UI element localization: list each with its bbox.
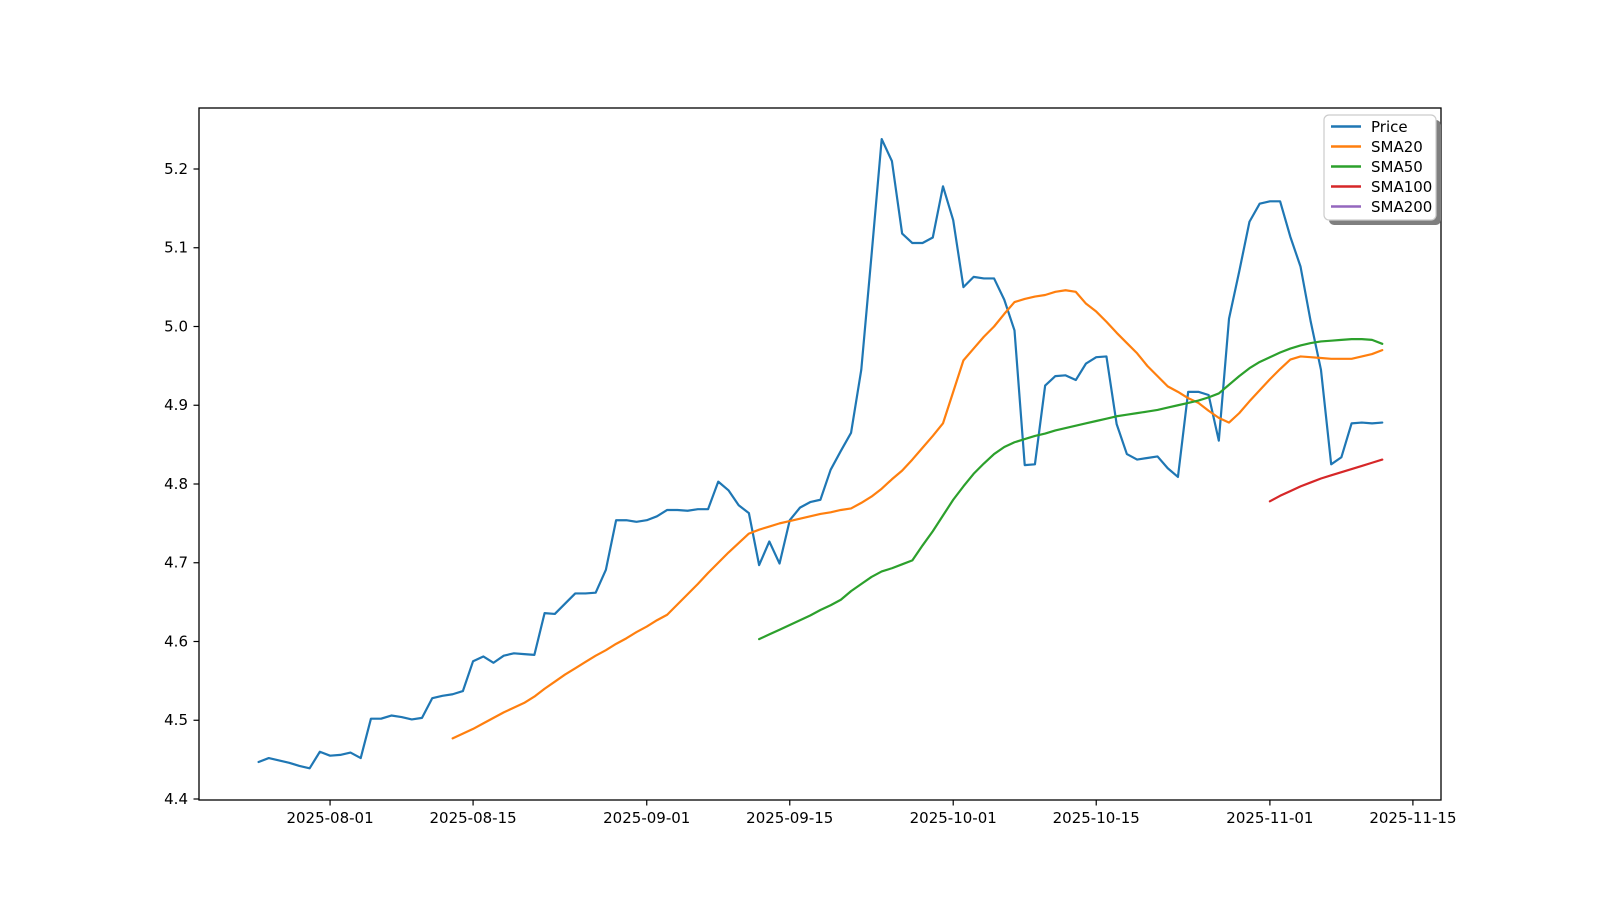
y-tick-label: 4.9 bbox=[164, 396, 188, 414]
y-tick-label: 5.1 bbox=[164, 239, 188, 257]
sma20-line bbox=[451, 289, 1384, 740]
sma100-line bbox=[1268, 458, 1384, 503]
x-tick-label: 2025-08-01 bbox=[286, 809, 373, 827]
y-tick-label: 4.6 bbox=[164, 632, 188, 650]
legend-label-price: Price bbox=[1371, 118, 1408, 136]
x-tick-label: 2025-11-01 bbox=[1226, 809, 1313, 827]
x-tick-label: 2025-09-15 bbox=[746, 809, 833, 827]
x-tick-label: 2025-10-15 bbox=[1053, 809, 1140, 827]
plot-border bbox=[198, 107, 1442, 801]
y-tick-label: 5.0 bbox=[164, 317, 188, 335]
y-tick-label: 4.4 bbox=[164, 790, 188, 808]
x-tick-label: 2025-09-01 bbox=[603, 809, 690, 827]
y-tick-label: 5.2 bbox=[164, 160, 188, 178]
legend-label-sma50: SMA50 bbox=[1371, 158, 1423, 176]
x-tick-label: 2025-08-15 bbox=[429, 809, 516, 827]
price-line bbox=[257, 137, 1384, 770]
x-tick-label: 2025-11-15 bbox=[1369, 809, 1456, 827]
y-tick-label: 4.8 bbox=[164, 475, 188, 493]
legend-label-sma20: SMA20 bbox=[1371, 138, 1423, 156]
y-tick-label: 4.5 bbox=[164, 711, 188, 729]
legend-label-sma100: SMA100 bbox=[1371, 178, 1432, 196]
legend-box bbox=[1323, 114, 1437, 221]
sma50-line bbox=[758, 338, 1384, 641]
x-tick-label: 2025-10-01 bbox=[910, 809, 997, 827]
y-tick-label: 4.7 bbox=[164, 554, 188, 572]
legend-label-sma200: SMA200 bbox=[1371, 198, 1432, 216]
